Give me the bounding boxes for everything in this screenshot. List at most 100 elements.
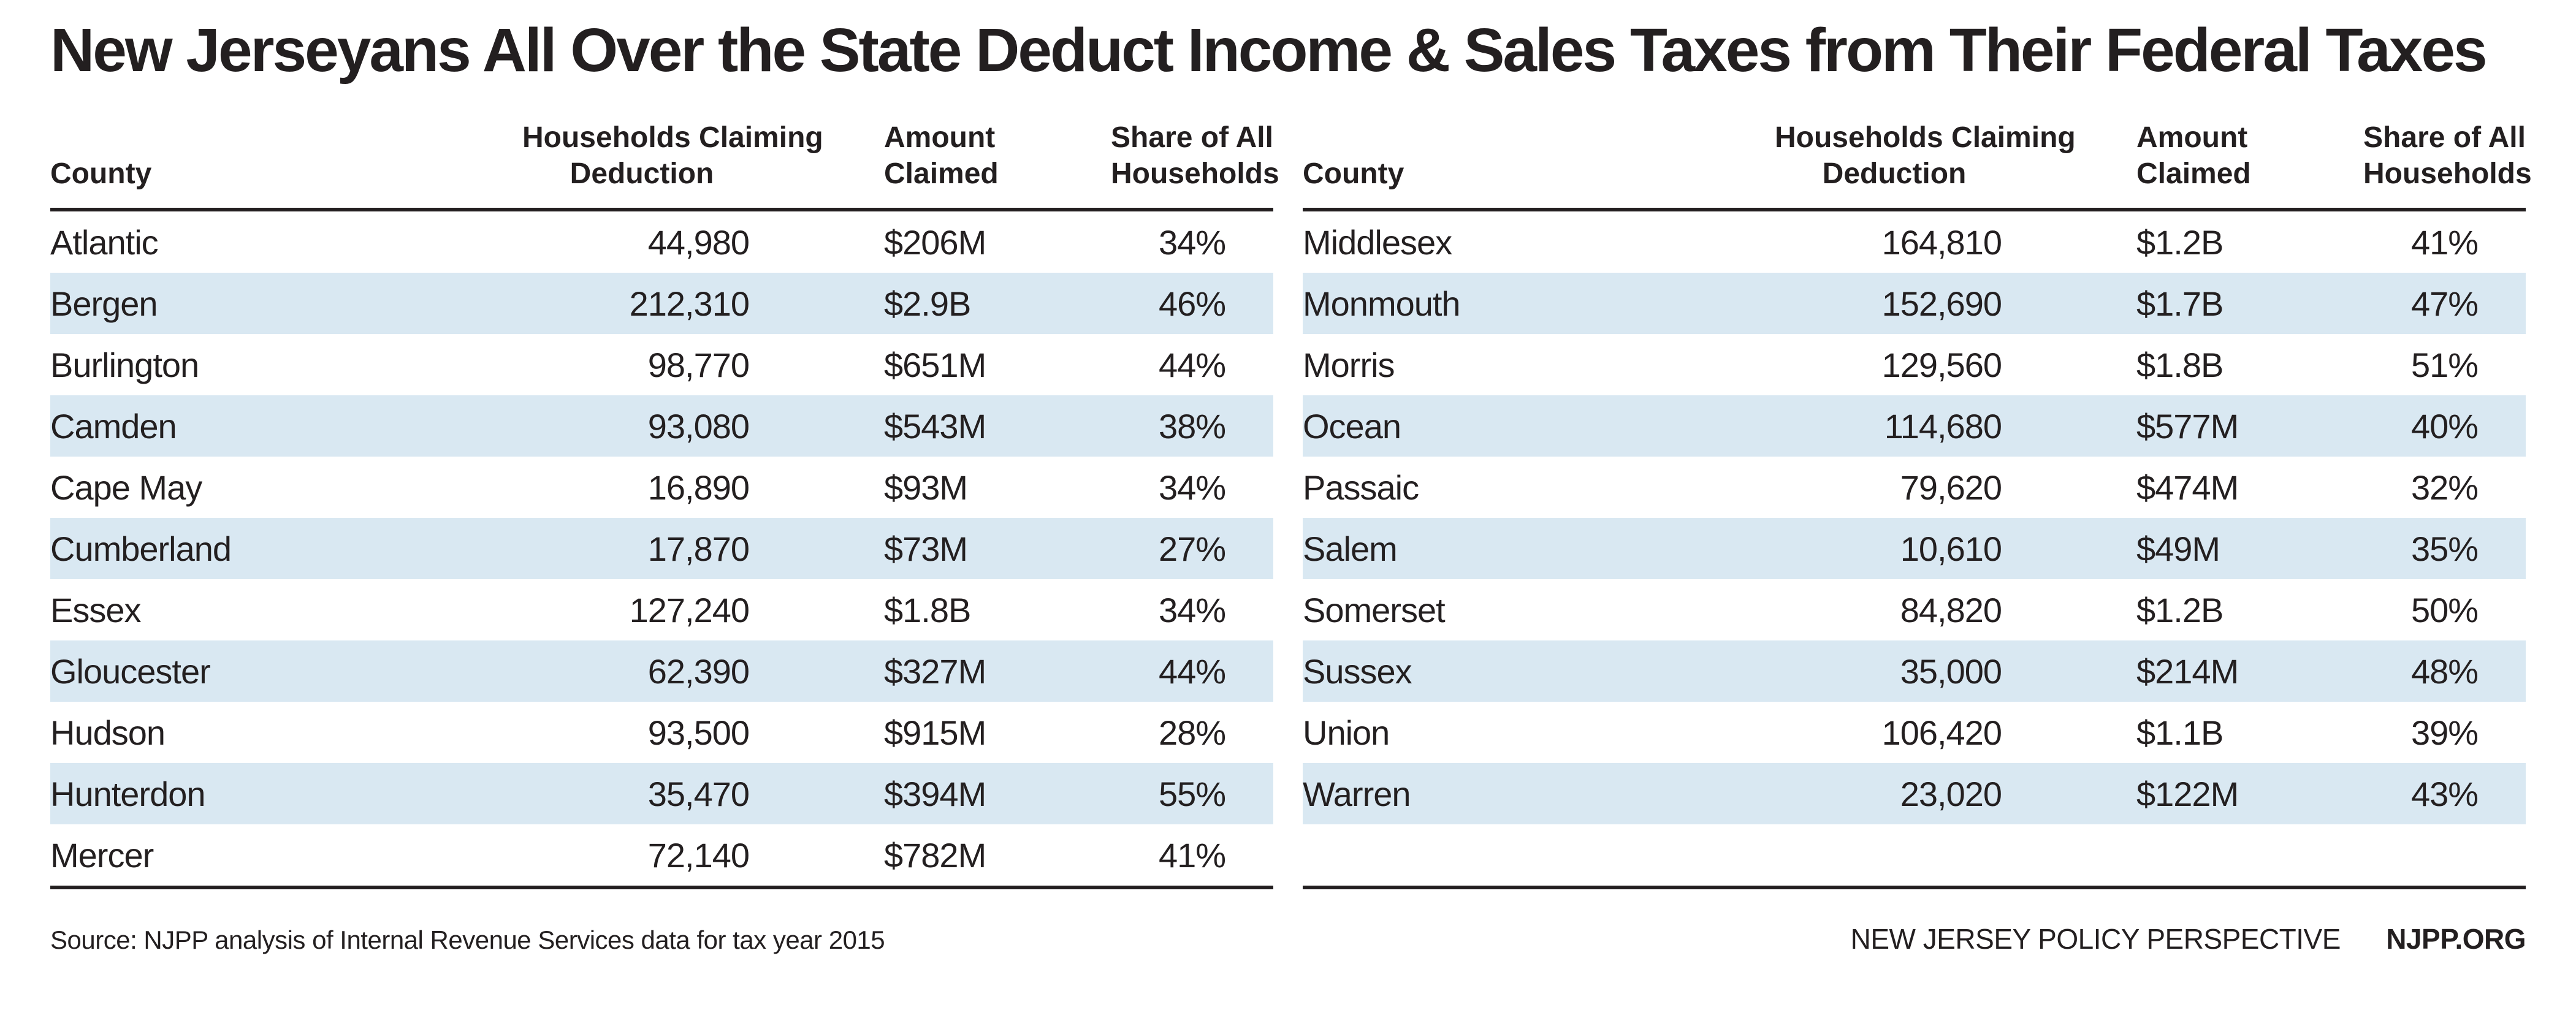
households-cell: 164,810 xyxy=(1881,222,2002,262)
header-row: County Households Claiming Deduction Amo… xyxy=(1303,113,2532,212)
table-row: Cape May 16,890 $93M 34% xyxy=(50,457,1273,518)
org-credit: NEW JERSEY POLICY PERSPECTIVE NJPP.ORG xyxy=(1851,922,2526,955)
amount-cell: $1.8B xyxy=(884,590,971,629)
county-cell: Hudson xyxy=(50,713,166,752)
share-cell: 28% xyxy=(1158,713,1226,752)
county-cell: Union xyxy=(1303,713,1390,752)
county-cell: Mercer xyxy=(50,835,154,875)
households-cell: 129,560 xyxy=(1881,345,2002,384)
share-cell: 46% xyxy=(1007,273,1273,335)
table-row: Cumberland 17,870 $73M 27% xyxy=(50,518,1273,580)
households-cell: 106,420 xyxy=(1881,713,2002,752)
county-cell: Sussex xyxy=(1303,640,1775,702)
amount-cell: $122M xyxy=(2014,763,2259,825)
amount-cell: $1.2B xyxy=(2136,222,2224,262)
share-cell: 39% xyxy=(2410,713,2479,752)
share-cell: 35% xyxy=(2259,518,2526,580)
share-cell: 40% xyxy=(2259,395,2526,457)
amount-cell: $474M xyxy=(2136,468,2239,507)
amount-cell: $327M xyxy=(761,640,1007,702)
footer: Source: NJPP analysis of Internal Revenu… xyxy=(0,922,2576,955)
county-cell: Camden xyxy=(50,395,522,457)
county-cell: Monmouth xyxy=(1303,273,1775,335)
share-cell: 34% xyxy=(1158,468,1226,507)
households-cell: 62,390 xyxy=(522,640,761,702)
households-cell: 17,870 xyxy=(522,518,761,580)
spacer-cell xyxy=(1303,824,2526,886)
amount-cell: $651M xyxy=(884,345,986,384)
households-cell: 79,620 xyxy=(1900,468,2002,507)
table-row: Monmouth 152,690 $1.7B 47% xyxy=(1303,273,2526,335)
column-header-share: Share of All Households xyxy=(1007,113,1279,212)
share-cell: 43% xyxy=(2259,763,2526,825)
amount-cell: $915M xyxy=(884,713,986,752)
amount-cell: $394M xyxy=(761,763,1007,825)
table-row: Sussex 35,000 $214M 48% xyxy=(1303,640,2526,702)
column-header-households: Households Claiming Deduction xyxy=(1775,113,2076,212)
households-cell: 152,690 xyxy=(1775,273,2014,335)
table-row: Passaic 79,620 $474M 32% xyxy=(1303,457,2526,518)
county-cell: Hunterdon xyxy=(50,763,522,825)
page-title: New Jerseyans All Over the State Deduct … xyxy=(50,16,2488,85)
county-cell: Morris xyxy=(1303,345,1395,384)
households-cell: 98,770 xyxy=(647,345,750,384)
share-cell: 41% xyxy=(2410,222,2479,262)
table-row: Salem 10,610 $49M 35% xyxy=(1303,518,2526,580)
amount-cell: $1.8B xyxy=(2136,345,2224,384)
amount-cell: $2.9B xyxy=(761,273,1007,335)
share-cell: 38% xyxy=(1007,395,1273,457)
table-row: Burlington 98,770 $651M 44% xyxy=(50,334,1273,395)
amount-cell: $206M xyxy=(884,222,986,262)
county-cell: Bergen xyxy=(50,273,522,335)
households-cell: 23,020 xyxy=(1775,763,2014,825)
infographic-page: { "title": "New Jerseyans All Over the S… xyxy=(0,16,2576,1018)
county-cell: Ocean xyxy=(1303,395,1775,457)
county-cell: Gloucester xyxy=(50,640,522,702)
share-cell: 50% xyxy=(2410,590,2479,629)
share-cell: 34% xyxy=(1158,590,1226,629)
county-cell: Passaic xyxy=(1303,468,1419,507)
households-cell: 127,240 xyxy=(629,590,750,629)
county-cell: Warren xyxy=(1303,763,1775,825)
households-cell: 114,680 xyxy=(1775,395,2014,457)
households-cell: 93,500 xyxy=(647,713,750,752)
county-cell: Cumberland xyxy=(50,518,522,580)
table-row: Warren 23,020 $122M 43% xyxy=(1303,763,2526,825)
table-row: Atlantic 44,980 $206M 34% xyxy=(50,211,1273,273)
amount-cell: $782M xyxy=(884,835,986,875)
amount-cell: $73M xyxy=(761,518,1007,580)
column-header-share: Share of All Households xyxy=(2259,113,2532,212)
table-row: Camden 93,080 $543M 38% xyxy=(50,395,1273,457)
share-cell: 34% xyxy=(1158,222,1226,262)
amount-cell: $1.1B xyxy=(2136,713,2224,752)
share-cell: 44% xyxy=(1007,640,1273,702)
households-cell: 212,310 xyxy=(522,273,761,335)
share-cell: 32% xyxy=(2410,468,2479,507)
county-cell: Essex xyxy=(50,590,142,629)
left-table: County Households Claiming Deduction Amo… xyxy=(50,113,1279,890)
table-row: Mercer 72,140 $782M 41% xyxy=(50,824,1273,886)
header-row: County Households Claiming Deduction Amo… xyxy=(50,113,1279,212)
county-cell: Somerset xyxy=(1303,590,1446,629)
right-table: County Households Claiming Deduction Amo… xyxy=(1303,113,2532,890)
households-cell: 84,820 xyxy=(1900,590,2002,629)
source-text: Source: NJPP analysis of Internal Revenu… xyxy=(50,925,885,955)
county-cell: Middlesex xyxy=(1303,222,1452,262)
households-cell: 35,000 xyxy=(1775,640,2014,702)
column-header-amount: Amount Claimed xyxy=(2014,113,2259,212)
households-cell: 35,470 xyxy=(522,763,761,825)
org-site-text: NJPP.ORG xyxy=(2386,923,2526,955)
table-row: Middlesex 164,810 $1.2B 41% xyxy=(1303,211,2526,273)
households-cell: 16,890 xyxy=(647,468,750,507)
county-cell: Burlington xyxy=(50,345,199,384)
left-table-body: Atlantic 44,980 $206M 34% Bergen 212,310 $2.9B… xyxy=(50,211,1273,886)
share-cell: 55% xyxy=(1007,763,1273,825)
tables-container: County Households Claiming Deduction Amo… xyxy=(0,113,2576,890)
left-table-header: County Households Claiming Deduction Amo… xyxy=(50,113,1279,212)
share-cell: 48% xyxy=(2259,640,2526,702)
amount-cell: $577M xyxy=(2014,395,2259,457)
households-cell: 72,140 xyxy=(647,835,750,875)
table-row: Hudson 93,500 $915M 28% xyxy=(50,702,1273,763)
table-row: Somerset 84,820 $1.2B 50% xyxy=(1303,579,2526,640)
column-header-amount: Amount Claimed xyxy=(761,113,1007,212)
